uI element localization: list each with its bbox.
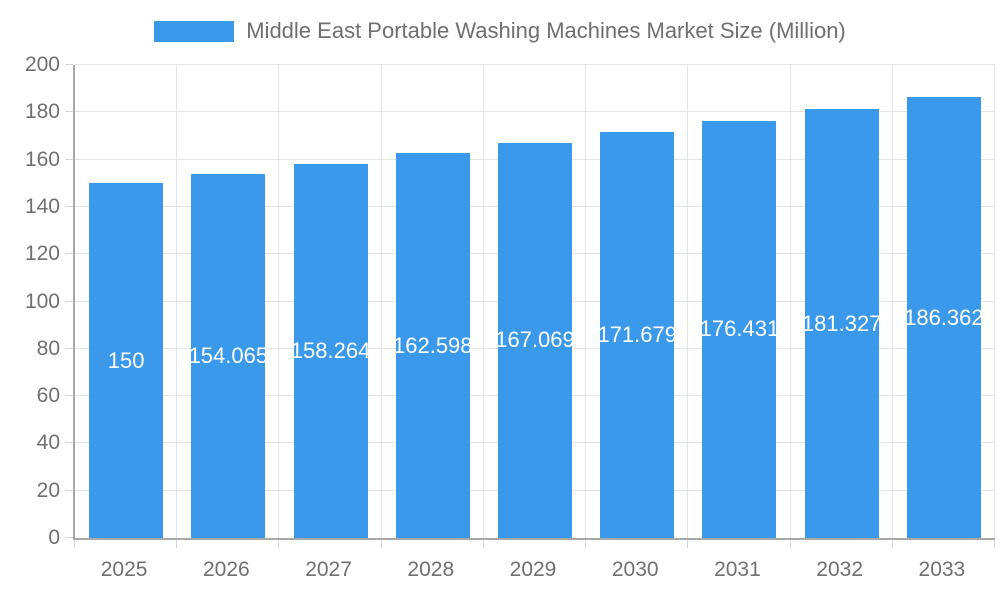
legend-label: Middle East Portable Washing Machines Ma… (246, 18, 846, 43)
x-tick-mark (585, 540, 586, 548)
y-tick-mark (65, 158, 73, 160)
chart-legend: Middle East Portable Washing Machines Ma… (0, 18, 1000, 44)
gridline-vertical (381, 65, 382, 538)
plot-area: 150 154.065 158.264 162.598 167.069 171.679 17… (65, 64, 995, 548)
gridline-vertical (483, 65, 484, 538)
y-tick-mark (65, 205, 73, 207)
y-tick-label: 40 (36, 431, 60, 455)
y-tick-label: 180 (24, 100, 60, 124)
x-tick-mark (687, 540, 688, 548)
bar-2032[interactable] (804, 109, 879, 538)
bar-2025[interactable] (89, 183, 164, 538)
bar-2031[interactable] (702, 120, 777, 538)
y-tick-label: 120 (24, 242, 60, 266)
bar-2028[interactable] (395, 153, 470, 538)
x-tick-mark (381, 540, 382, 548)
x-tick-mark (892, 540, 893, 548)
x-tick-mark (176, 540, 177, 548)
gridline-vertical (994, 65, 995, 538)
gridline-vertical (790, 65, 791, 538)
x-tick-label: 2033 (918, 558, 966, 581)
y-tick-label: 80 (36, 336, 60, 360)
bar-2033[interactable] (906, 97, 981, 538)
bar-2027[interactable] (293, 163, 368, 538)
legend-swatch-icon (154, 20, 235, 42)
x-tick-label: 2031 (714, 558, 761, 581)
gridline-horizontal (75, 64, 995, 65)
x-tick-label: 2030 (611, 558, 659, 581)
y-tick-label: 140 (24, 194, 60, 218)
y-tick-mark (65, 395, 73, 397)
bar-2026[interactable] (191, 173, 266, 538)
x-tick-label: 2027 (305, 558, 352, 581)
y-tick-label: 100 (24, 289, 60, 313)
x-tick-label: 2026 (202, 558, 250, 581)
x-tick-mark (483, 540, 484, 548)
y-tick-mark (65, 253, 73, 255)
x-tick-mark (994, 540, 995, 548)
y-tick-label: 60 (36, 384, 60, 408)
x-tick-mark (74, 540, 75, 548)
bar-2030[interactable] (600, 131, 675, 538)
gridline-vertical (687, 65, 688, 538)
gridline-vertical (278, 65, 279, 538)
y-tick-mark (65, 489, 73, 491)
x-tick-mark (790, 540, 791, 548)
gridline-horizontal (75, 111, 995, 113)
y-tick-mark (65, 442, 73, 444)
gridline-vertical (176, 65, 177, 538)
x-tick-label: 2028 (407, 558, 455, 581)
legend-item[interactable]: Middle East Portable Washing Machines Ma… (154, 18, 846, 44)
y-tick-label: 160 (24, 147, 60, 171)
y-tick-mark (65, 537, 73, 538)
x-tick-mark (278, 540, 279, 548)
y-tick-label: 200 (24, 53, 60, 76)
y-tick-mark (65, 300, 73, 302)
y-tick-mark (65, 111, 73, 113)
bar-2029[interactable] (498, 142, 572, 538)
y-tick-label: 0 (48, 526, 60, 549)
y-tick-label: 20 (36, 478, 60, 502)
x-tick-label: 2032 (816, 558, 864, 581)
gridline-vertical (585, 65, 586, 538)
x-tick-label: 2025 (100, 558, 148, 581)
x-tick-label: 2029 (509, 558, 557, 581)
y-tick-mark (65, 347, 73, 349)
gridline-vertical (892, 65, 893, 538)
y-tick-mark (65, 64, 73, 65)
